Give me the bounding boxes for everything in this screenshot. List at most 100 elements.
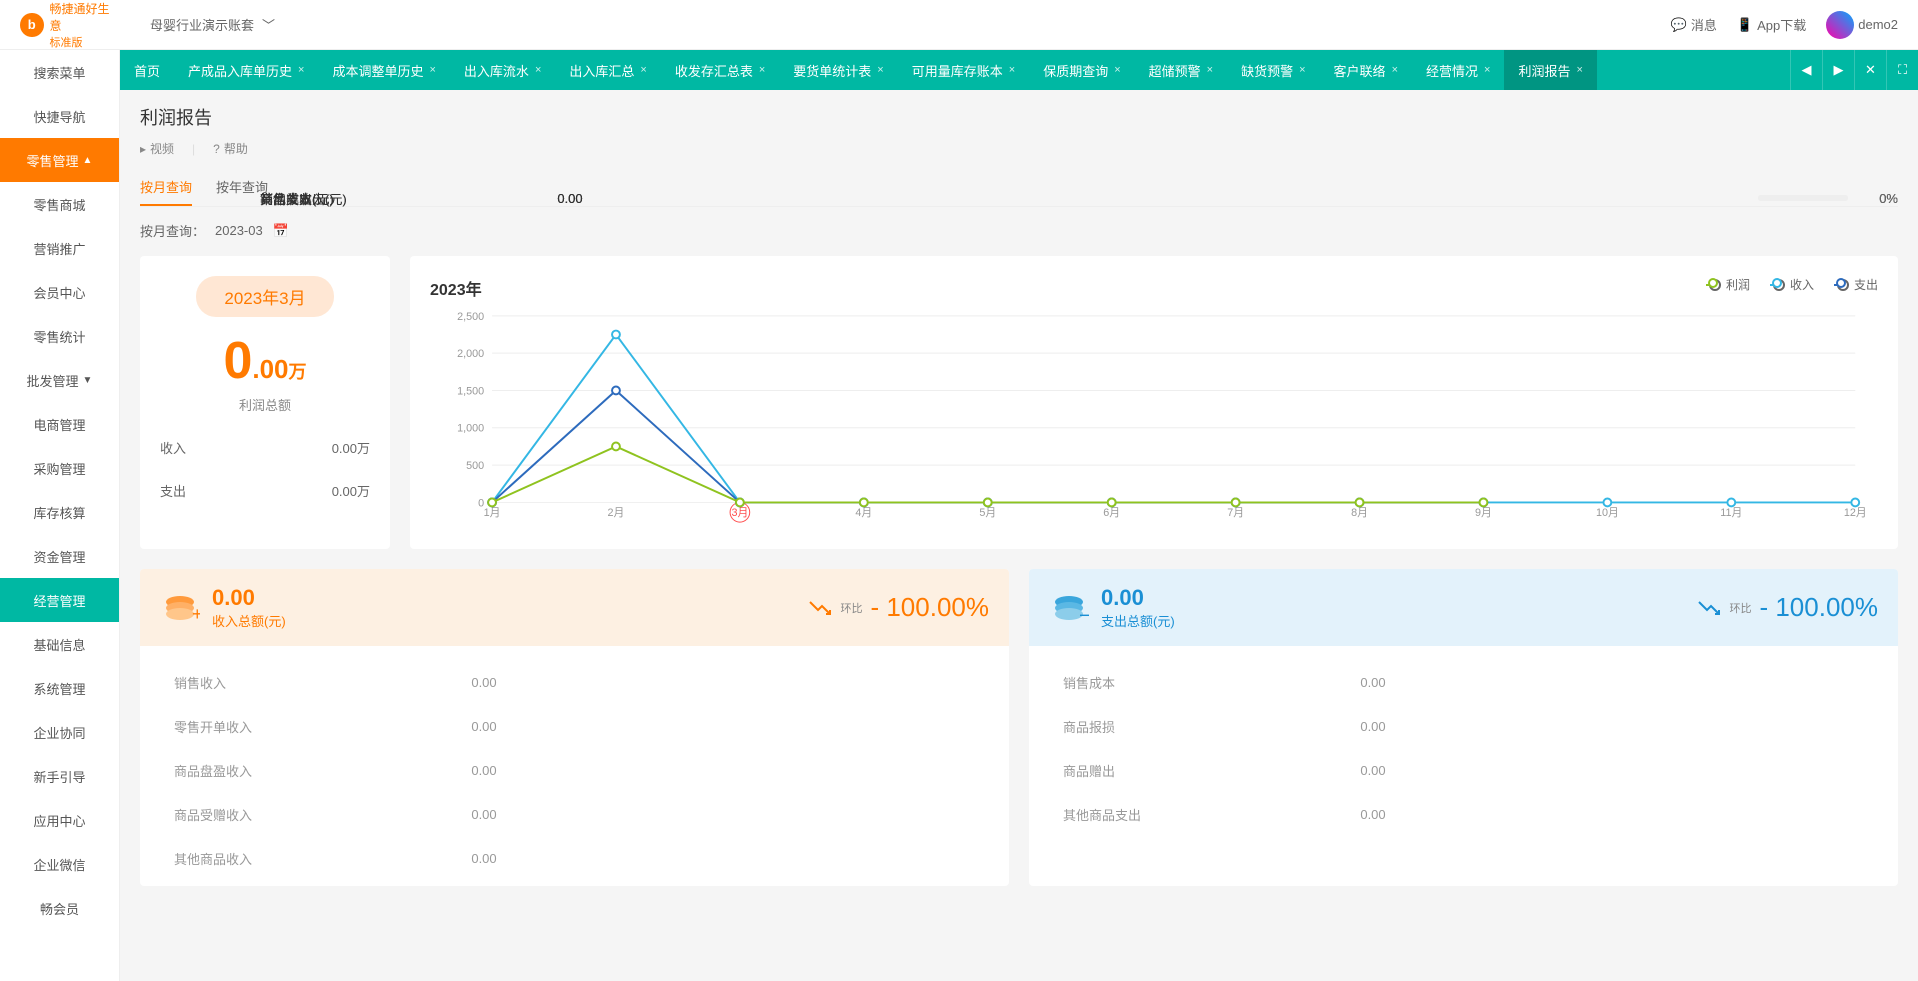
caret-icon: ▲: [83, 155, 93, 166]
chart-legend: 利润 收入 支出: [1706, 276, 1878, 293]
sidebar-item[interactable]: 库存核算: [0, 490, 119, 534]
legend-income: 收入: [1770, 276, 1814, 293]
panel-row: 零售开单收入0.00: [160, 708, 989, 744]
sidebar-item[interactable]: 搜索菜单: [0, 50, 119, 94]
tabs-prev-button[interactable]: ◀: [1790, 50, 1822, 90]
trend-down-icon: [1697, 598, 1721, 618]
tab[interactable]: 可用量库存账本×: [898, 50, 1029, 90]
svg-text:6月: 6月: [1103, 507, 1120, 519]
account-selector-label: 母婴行业演示账套: [150, 15, 254, 34]
svg-text:5月: 5月: [979, 507, 996, 519]
tab[interactable]: 缺货预警×: [1227, 50, 1319, 90]
expense-panel-header: − 0.00 支出总额(元) 环比 - 100.00%: [1029, 569, 1898, 646]
trend-down-icon: [808, 598, 832, 618]
close-icon[interactable]: ×: [1484, 64, 1490, 76]
sidebar-item[interactable]: 系统管理: [0, 666, 119, 710]
sidebar-item[interactable]: 营销推广: [0, 226, 119, 270]
caret-icon: ▼: [83, 375, 93, 386]
svg-text:8月: 8月: [1351, 507, 1368, 519]
sidebar: 搜索菜单快捷导航零售管理▲零售商城营销推广会员中心零售统计批发管理▼电商管理采购…: [0, 50, 120, 981]
user-menu[interactable]: demo2: [1826, 11, 1898, 39]
sidebar-item[interactable]: 零售商城: [0, 182, 119, 226]
tabs-fullscreen-button[interactable]: ⛶: [1886, 50, 1918, 90]
svg-text:10月: 10月: [1596, 507, 1619, 519]
sidebar-item[interactable]: 电商管理: [0, 402, 119, 446]
filter-row: 按月查询： 2023-03 📅: [140, 221, 1898, 240]
filter-label: 按月查询：: [140, 221, 205, 240]
sidebar-item[interactable]: 基础信息: [0, 622, 119, 666]
sidebar-item[interactable]: 畅会员: [0, 886, 119, 930]
expense-hb-pct: - 100.00%: [1759, 592, 1878, 623]
tabs-close-button[interactable]: ✕: [1854, 50, 1886, 90]
app-download-button[interactable]: 📱 App下载: [1737, 15, 1806, 34]
sidebar-item[interactable]: 快捷导航: [0, 94, 119, 138]
expense-icon: −: [1049, 588, 1089, 628]
panel-row: 其他商品收入0.00: [160, 840, 989, 876]
sidebar-item[interactable]: 新手引导: [0, 754, 119, 798]
close-icon[interactable]: ×: [640, 64, 646, 76]
video-link[interactable]: ▸视频: [140, 140, 174, 157]
close-icon[interactable]: ×: [877, 64, 883, 76]
sidebar-item[interactable]: 零售统计: [0, 314, 119, 358]
expense-total-label: 支出总额(元): [1101, 611, 1175, 630]
sidebar-item[interactable]: 资金管理: [0, 534, 119, 578]
tab[interactable]: 收发存汇总表×: [661, 50, 779, 90]
income-hb-label: 环比: [840, 600, 862, 616]
sidebar-item[interactable]: 应用中心: [0, 798, 119, 842]
expense-rows: 销售成本(元)0.000%销售成本0.00商品类支出(元)0.000%商品报损0…: [1029, 646, 1898, 842]
close-icon[interactable]: ×: [1299, 64, 1305, 76]
close-icon[interactable]: ×: [429, 64, 435, 76]
tab-by-month[interactable]: 按月查询: [140, 169, 192, 206]
close-icon[interactable]: ×: [759, 64, 765, 76]
avatar: [1826, 11, 1854, 39]
tab[interactable]: 出入库流水×: [450, 50, 555, 90]
income-rows: 销售收入(元)0.000%销售收入0.00零售开单收入0.00商品类收入(元)0…: [140, 646, 1009, 886]
tab[interactable]: 产成品入库单历史×: [174, 50, 318, 90]
messages-label: 消息: [1691, 15, 1717, 34]
close-icon[interactable]: ×: [1009, 64, 1015, 76]
close-icon[interactable]: ×: [1576, 64, 1582, 76]
sidebar-item[interactable]: 会员中心: [0, 270, 119, 314]
close-icon[interactable]: ×: [535, 64, 541, 76]
main-content: 利润报告 ▸视频 | ?帮助 按月查询 按年查询 按月查询： 2023-03 📅…: [120, 90, 1918, 981]
close-icon[interactable]: ×: [1392, 64, 1398, 76]
tab[interactable]: 超储预警×: [1135, 50, 1227, 90]
yearly-chart-card: 2023年 利润 收入 支出 05001,0001,5002,0002,5001…: [410, 256, 1898, 549]
tab[interactable]: 成本调整单历史×: [318, 50, 449, 90]
svg-text:4月: 4月: [855, 507, 872, 519]
tabs-next-button[interactable]: ▶: [1822, 50, 1854, 90]
svg-text:1,500: 1,500: [457, 385, 484, 397]
tab[interactable]: 保质期查询×: [1029, 50, 1134, 90]
page-title: 利润报告: [140, 104, 1898, 130]
sidebar-item[interactable]: 企业微信: [0, 842, 119, 886]
income-hb-pct: - 100.00%: [870, 592, 989, 623]
tab[interactable]: 经营情况×: [1412, 50, 1504, 90]
close-icon[interactable]: ×: [1114, 64, 1120, 76]
help-link[interactable]: ?帮助: [213, 140, 248, 157]
tab[interactable]: 客户联络×: [1320, 50, 1412, 90]
sidebar-item[interactable]: 经营管理: [0, 578, 119, 622]
account-selector[interactable]: 母婴行业演示账套 ﹀: [150, 15, 275, 34]
panel-row: 销售收入0.00: [160, 664, 989, 700]
tab-controls: ◀ ▶ ✕ ⛶: [1790, 50, 1918, 90]
sidebar-item[interactable]: 企业协同: [0, 710, 119, 754]
svg-text:12月: 12月: [1844, 507, 1867, 519]
tab[interactable]: 要货单统计表×: [779, 50, 897, 90]
expense-hb-label: 环比: [1729, 600, 1751, 616]
tab[interactable]: 利润报告×: [1504, 50, 1596, 90]
close-icon[interactable]: ×: [1207, 64, 1213, 76]
chevron-down-icon: ﹀: [262, 15, 275, 34]
calendar-icon[interactable]: 📅: [273, 223, 289, 239]
tab[interactable]: 首页: [120, 50, 174, 90]
panel-row: 其他商品支出0.00: [1049, 796, 1878, 832]
svg-text:7月: 7月: [1227, 507, 1244, 519]
tab[interactable]: 出入库汇总×: [555, 50, 660, 90]
sidebar-item[interactable]: 采购管理: [0, 446, 119, 490]
month-input[interactable]: 2023-03: [215, 223, 263, 238]
sidebar-item[interactable]: 零售管理▲: [0, 138, 119, 182]
close-icon[interactable]: ×: [298, 64, 304, 76]
messages-button[interactable]: 💬 消息: [1671, 15, 1717, 34]
play-icon: ▸: [140, 142, 146, 156]
logo-icon: b: [20, 13, 44, 37]
sidebar-item[interactable]: 批发管理▼: [0, 358, 119, 402]
